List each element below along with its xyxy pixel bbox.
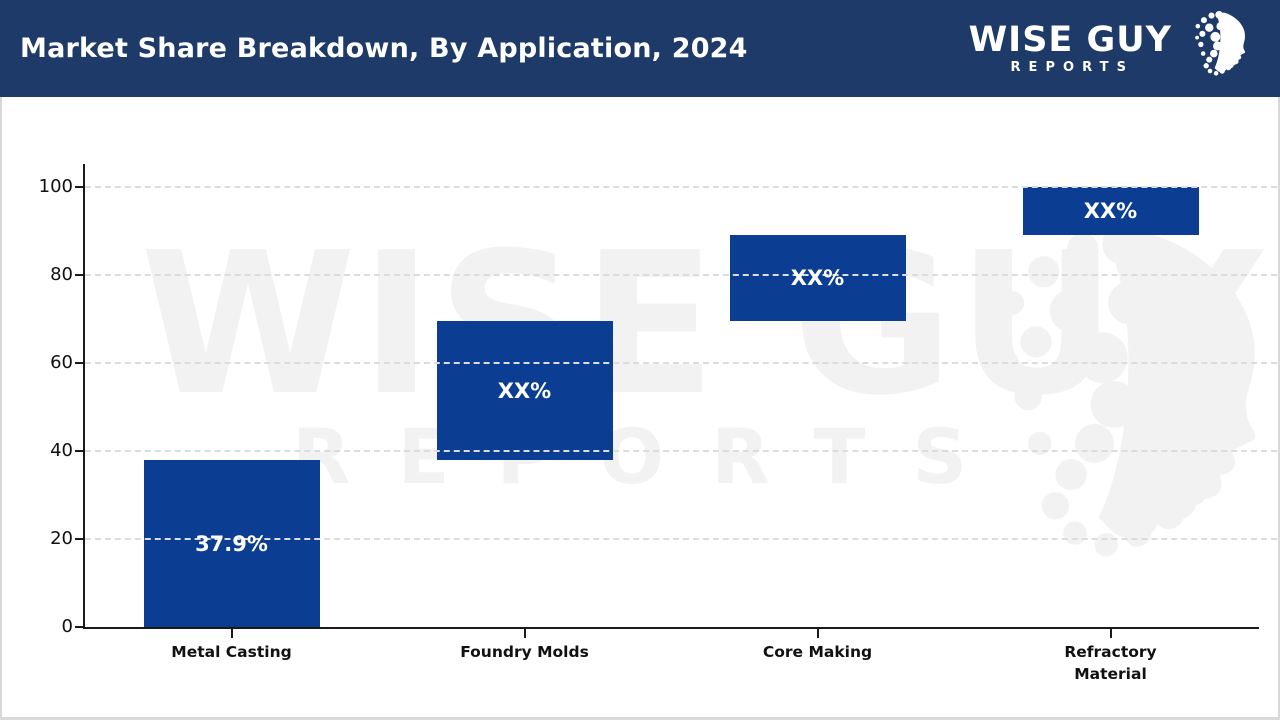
page-title: Market Share Breakdown, By Application, … [20,33,748,64]
logo-wordmark-line1: WISE GUY [968,20,1172,60]
watermark-face-icon [880,215,1270,625]
bar-metal-casting [143,460,320,627]
bar-value-label: XX% [497,378,552,403]
logo-wordmark-line2: REPORTS [1010,60,1134,75]
y-tick-label-40: 40 [50,440,73,461]
wiseguy-face-icon [1168,11,1252,87]
gridline-y-20 [85,538,1277,540]
y-tick-40 [75,450,83,452]
logo-wordmark: WISE GUY REPORTS [968,20,1172,75]
x-category-label: Core Making [762,643,873,661]
y-tick-label-80: 80 [50,264,73,285]
y-tick-60 [75,362,83,364]
gridline-y-60 [85,362,1277,364]
x-tick-3 [1109,629,1112,638]
gridline-y-100 [85,186,1277,188]
y-axis-line [83,164,85,629]
watermark-subtext: REPORTS [292,412,1015,501]
x-axis-line [83,627,1259,629]
y-tick-label-20: 20 [50,528,73,549]
y-tick-20 [75,538,83,540]
bar-value-label: XX% [1083,199,1138,224]
gridline-y-80 [85,274,1277,276]
x-tick-2 [816,629,819,638]
y-tick-0 [75,626,83,628]
y-tick-label-60: 60 [50,352,73,373]
bar-value-label: XX% [790,266,845,291]
y-tick-100 [75,186,83,188]
x-tick-1 [523,629,526,638]
bar-foundry-molds [436,321,613,461]
bar-refractory-material [1022,187,1199,236]
y-tick-label-0: 0 [61,616,73,637]
x-category-label: Foundry Molds [460,643,589,661]
bar-value-label: 37.9% [195,531,268,556]
report-header: Market Share Breakdown, By Application, … [0,0,1280,97]
x-tick-0 [230,629,233,638]
y-tick-label-100: 100 [38,176,73,197]
bar-core-making [729,235,906,322]
y-tick-80 [75,274,83,276]
wiseguy-logo: WISE GUY REPORTS [969,11,1252,87]
gridline-y-40 [85,450,1277,452]
x-category-label: Metal Casting [171,643,292,661]
x-category-label: Refractory Material [1064,643,1157,683]
